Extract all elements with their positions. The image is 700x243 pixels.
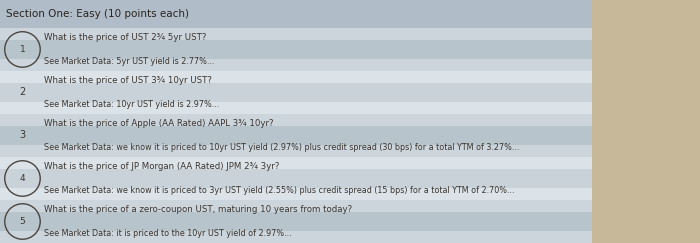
Text: 3: 3 xyxy=(20,130,25,140)
FancyBboxPatch shape xyxy=(0,126,592,145)
FancyBboxPatch shape xyxy=(0,200,592,243)
Text: 2: 2 xyxy=(20,87,26,97)
FancyBboxPatch shape xyxy=(0,83,592,102)
Text: 5: 5 xyxy=(20,217,25,226)
Text: What is the price of JP Morgan (AA Rated) JPM 2¾ 3yr?: What is the price of JP Morgan (AA Rated… xyxy=(44,162,280,171)
Text: What is the price of Apple (AA Rated) AAPL 3¾ 10yr?: What is the price of Apple (AA Rated) AA… xyxy=(44,119,274,128)
Text: What is the price of a zero-coupon UST, maturing 10 years from today?: What is the price of a zero-coupon UST, … xyxy=(44,205,353,214)
Text: See Market Data: we know it is priced to 10yr UST yield (2.97%) plus credit spre: See Market Data: we know it is priced to… xyxy=(44,143,519,152)
FancyBboxPatch shape xyxy=(0,71,592,114)
Text: See Market Data: we know it is priced to 3yr UST yield (2.55%) plus credit sprea: See Market Data: we know it is priced to… xyxy=(44,186,515,195)
FancyBboxPatch shape xyxy=(0,28,592,71)
Text: See Market Data: 5yr UST yield is 2.77%...: See Market Data: 5yr UST yield is 2.77%.… xyxy=(44,57,215,66)
FancyBboxPatch shape xyxy=(0,157,592,200)
FancyBboxPatch shape xyxy=(0,169,592,188)
FancyBboxPatch shape xyxy=(0,114,592,157)
FancyBboxPatch shape xyxy=(0,0,592,28)
FancyBboxPatch shape xyxy=(0,212,592,231)
FancyBboxPatch shape xyxy=(0,40,592,59)
Text: See Market Data: 10yr UST yield is 2.97%...: See Market Data: 10yr UST yield is 2.97%… xyxy=(44,100,220,109)
Text: What is the price of UST 3¾ 10yr UST?: What is the price of UST 3¾ 10yr UST? xyxy=(44,76,212,85)
Text: See Market Data: it is priced to the 10yr UST yield of 2.97%...: See Market Data: it is priced to the 10y… xyxy=(44,229,292,238)
Text: Section One: Easy (10 points each): Section One: Easy (10 points each) xyxy=(6,9,189,19)
Text: What is the price of UST 2¾ 5yr UST?: What is the price of UST 2¾ 5yr UST? xyxy=(44,33,206,42)
Text: 1: 1 xyxy=(20,45,25,54)
Text: 4: 4 xyxy=(20,174,25,183)
